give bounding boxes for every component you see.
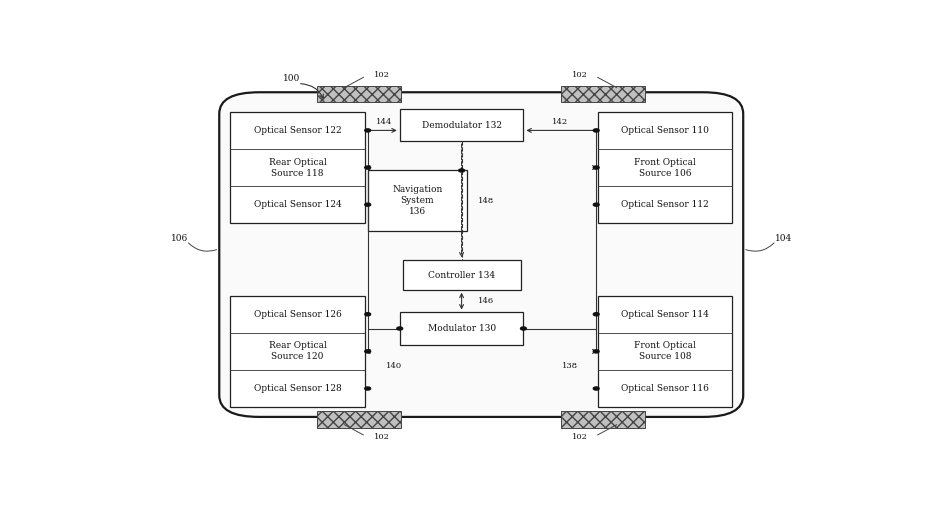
Circle shape [593,387,599,390]
Text: Rear Optical
Source 120: Rear Optical Source 120 [269,341,327,362]
Bar [317,411,401,428]
Text: 102: 102 [374,433,390,441]
Bar [400,312,523,344]
Circle shape [364,313,371,316]
Circle shape [364,129,371,132]
Text: 102: 102 [374,72,390,79]
Bar [368,171,467,231]
Circle shape [364,350,371,353]
Circle shape [397,327,403,330]
Text: 138: 138 [562,362,578,370]
Text: Optical Sensor 122: Optical Sensor 122 [254,126,341,135]
Text: 142: 142 [552,118,568,126]
Circle shape [593,203,599,206]
Circle shape [593,313,599,316]
Bar [562,411,645,428]
Text: 102: 102 [572,433,588,441]
Text: Controller 134: Controller 134 [428,271,495,279]
Text: 106: 106 [171,234,188,243]
Text: Optical Sensor 110: Optical Sensor 110 [621,126,709,135]
Text: 140: 140 [386,362,402,370]
Text: Modulator 130: Modulator 130 [427,324,496,333]
Text: 100: 100 [284,74,300,83]
Text: 104: 104 [775,234,792,243]
Bar [598,112,732,224]
FancyBboxPatch shape [220,92,744,417]
Circle shape [520,327,527,330]
Text: 148: 148 [478,197,494,205]
Text: Optical Sensor 128: Optical Sensor 128 [254,384,342,393]
Circle shape [364,166,371,169]
Text: Front Optical
Source 106: Front Optical Source 106 [634,157,696,178]
Bar [598,296,732,407]
Circle shape [593,129,599,132]
Bar [230,112,364,224]
Circle shape [593,166,599,169]
Text: Optical Sensor 112: Optical Sensor 112 [621,200,709,209]
Circle shape [364,203,371,206]
Bar [403,261,520,290]
Text: 146: 146 [478,297,494,305]
Circle shape [593,350,599,353]
Bar [317,86,401,102]
Text: Optical Sensor 124: Optical Sensor 124 [254,200,342,209]
Text: 144: 144 [376,118,392,126]
Text: Optical Sensor 126: Optical Sensor 126 [254,310,342,319]
Bar [562,86,645,102]
Text: Rear Optical
Source 118: Rear Optical Source 118 [269,157,327,178]
Bar [400,109,523,141]
Text: Demodulator 132: Demodulator 132 [422,120,501,130]
Text: Navigation
System
136: Navigation System 136 [393,185,443,216]
Bar [230,296,364,407]
Text: 102: 102 [572,72,588,79]
Text: Front Optical
Source 108: Front Optical Source 108 [634,341,696,362]
Text: Optical Sensor 114: Optical Sensor 114 [621,310,709,319]
Text: Optical Sensor 116: Optical Sensor 116 [621,384,709,393]
Circle shape [458,169,465,172]
Circle shape [364,387,371,390]
